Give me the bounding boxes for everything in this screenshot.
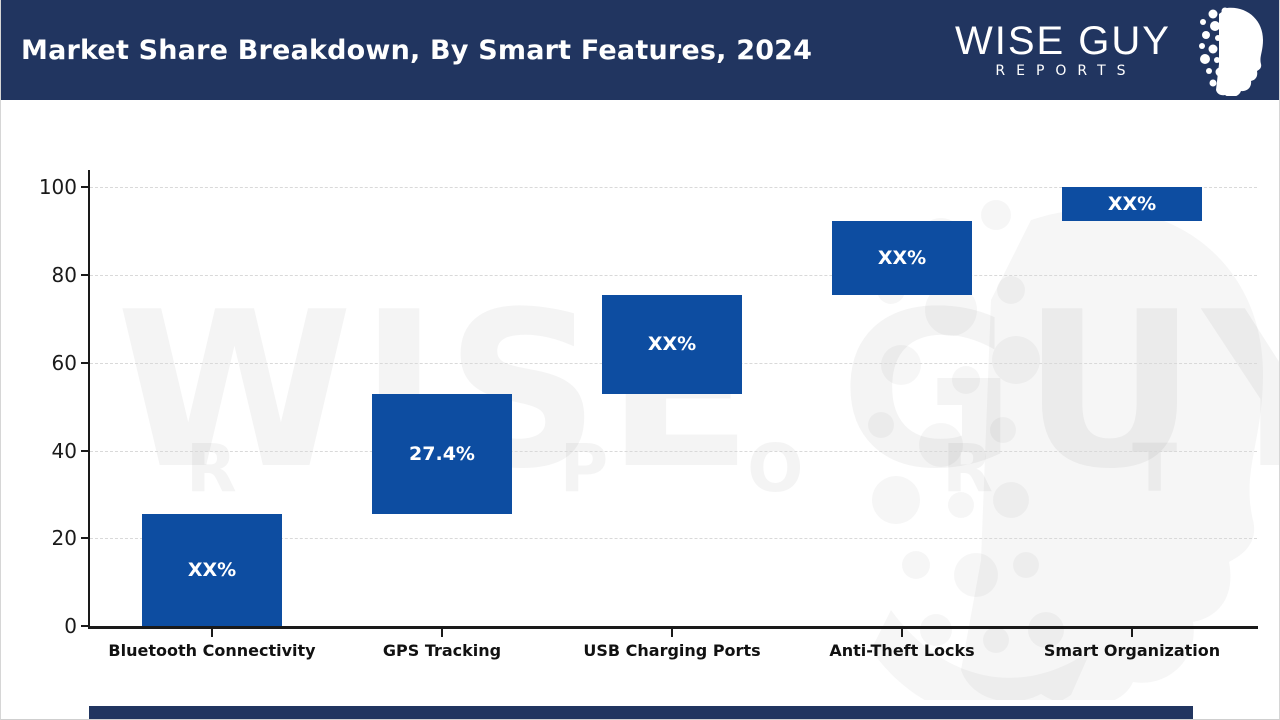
footer-bar [89,706,1193,719]
y-tick-mark-0 [81,625,89,627]
bar-value-label-bluetooth-connectivity: XX% [187,559,237,582]
bar-value-label-anti-theft-locks: XX% [877,246,927,269]
y-tick-mark-80 [81,274,89,276]
y-tick-label-20: 20 [51,526,77,551]
bar-anti-theft-locks [832,220,972,295]
gridline-80 [90,275,1257,276]
y-tick-mark-40 [81,449,89,452]
x-tick-mark-bluetooth-connectivity [211,629,213,637]
watermark-face-graphic [741,180,1280,700]
bar-value-label-smart-organization: XX% [1107,192,1157,215]
x-category-label-smart-organization: Smart Organization [1043,641,1221,660]
x-category-label-anti-theft-locks: Anti-Theft Locks [829,641,975,660]
x-category-label-bluetooth-connectivity: Bluetooth Connectivity [108,641,316,660]
x-category-label-usb-charging-ports: USB Charging Ports [583,641,761,660]
x-category-label-gps-tracking: GPS Tracking [382,641,502,660]
y-axis-line [88,170,91,628]
y-tick-label-40: 40 [51,438,77,463]
y-tick-mark-60 [81,361,89,364]
bar-bluetooth-connectivity [142,514,282,626]
y-tick-label-80: 80 [51,263,77,287]
x-tick-mark-usb-charging-ports [671,629,673,637]
bar-smart-organization [1062,187,1202,221]
y-tick-label-0: 0 [64,614,77,638]
x-tick-mark-smart-organization [1131,629,1133,637]
x-axis-line [88,626,1258,629]
bar-usb-charging-ports [602,294,742,394]
bar-value-label-usb-charging-ports: XX% [647,333,697,356]
watermark-subtitle: R E P O R T S [186,430,1279,507]
bar-gps-tracking [372,393,512,515]
logo-text: WISE GUY REPORTS [955,21,1171,79]
gridline-40 [90,450,1257,452]
gridline-20 [90,538,1257,540]
x-tick-mark-gps-tracking [441,629,443,637]
y-tick-label-100: 100 [38,175,77,200]
wise-guy-reports-logo: WISE GUY REPORTS [955,4,1279,96]
gridline-100 [90,187,1257,189]
y-tick-label-60: 60 [51,350,77,375]
bar-value-label-gps-tracking: 27.4% [409,443,475,465]
logo-subtitle: REPORTS [995,63,1137,79]
y-tick-mark-20 [81,537,89,540]
chart-title: Market Share Breakdown, By Smart Feature… [21,34,813,66]
dotted-face-profile-icon [1199,7,1263,96]
logo-wordmark: WISE GUY [954,19,1171,63]
x-tick-mark-anti-theft-locks [901,629,903,637]
header-band: Market Share Breakdown, By Smart Feature… [1,0,1279,100]
y-tick-mark-100 [81,186,89,189]
